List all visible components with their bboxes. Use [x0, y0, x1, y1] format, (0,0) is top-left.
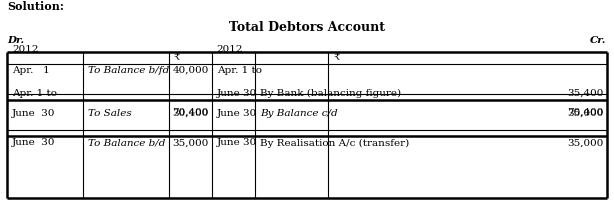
- Text: June 30: June 30: [217, 138, 257, 147]
- Text: 35,000: 35,000: [567, 109, 604, 118]
- Text: 70,400: 70,400: [567, 108, 604, 116]
- Text: June  30: June 30: [12, 138, 56, 147]
- Text: Solution:: Solution:: [7, 1, 64, 12]
- Text: 40,000: 40,000: [173, 66, 209, 75]
- Text: 35,000: 35,000: [173, 138, 209, 147]
- Text: Total Debtors Account: Total Debtors Account: [229, 21, 385, 34]
- Text: By Realisation A/c (transfer): By Realisation A/c (transfer): [260, 138, 409, 148]
- Text: June  30: June 30: [12, 109, 56, 118]
- Text: To Sales: To Sales: [88, 109, 131, 118]
- Text: June 30: June 30: [217, 109, 257, 118]
- Text: 35,000: 35,000: [567, 138, 604, 147]
- Text: Cr.: Cr.: [590, 36, 607, 45]
- Text: June 30: June 30: [217, 89, 257, 98]
- Text: 30,400: 30,400: [173, 109, 209, 118]
- Text: Apr. 1 to: Apr. 1 to: [12, 89, 57, 98]
- Text: ₹: ₹: [174, 53, 181, 62]
- Text: By Bank (balancing figure): By Bank (balancing figure): [260, 89, 401, 98]
- Text: Apr. 1 to: Apr. 1 to: [217, 66, 262, 75]
- Text: By Balance c/d: By Balance c/d: [260, 109, 337, 118]
- Text: To Balance b/d: To Balance b/d: [88, 138, 165, 147]
- Text: 2012: 2012: [217, 46, 243, 54]
- Text: 35,400: 35,400: [567, 89, 604, 98]
- Text: 70,400: 70,400: [173, 108, 209, 116]
- Text: 2012: 2012: [12, 46, 39, 54]
- Text: ₹: ₹: [333, 53, 340, 62]
- Text: Dr.: Dr.: [7, 36, 25, 45]
- Text: To Balance b/fd: To Balance b/fd: [88, 66, 169, 75]
- Text: Apr.   1: Apr. 1: [12, 66, 50, 75]
